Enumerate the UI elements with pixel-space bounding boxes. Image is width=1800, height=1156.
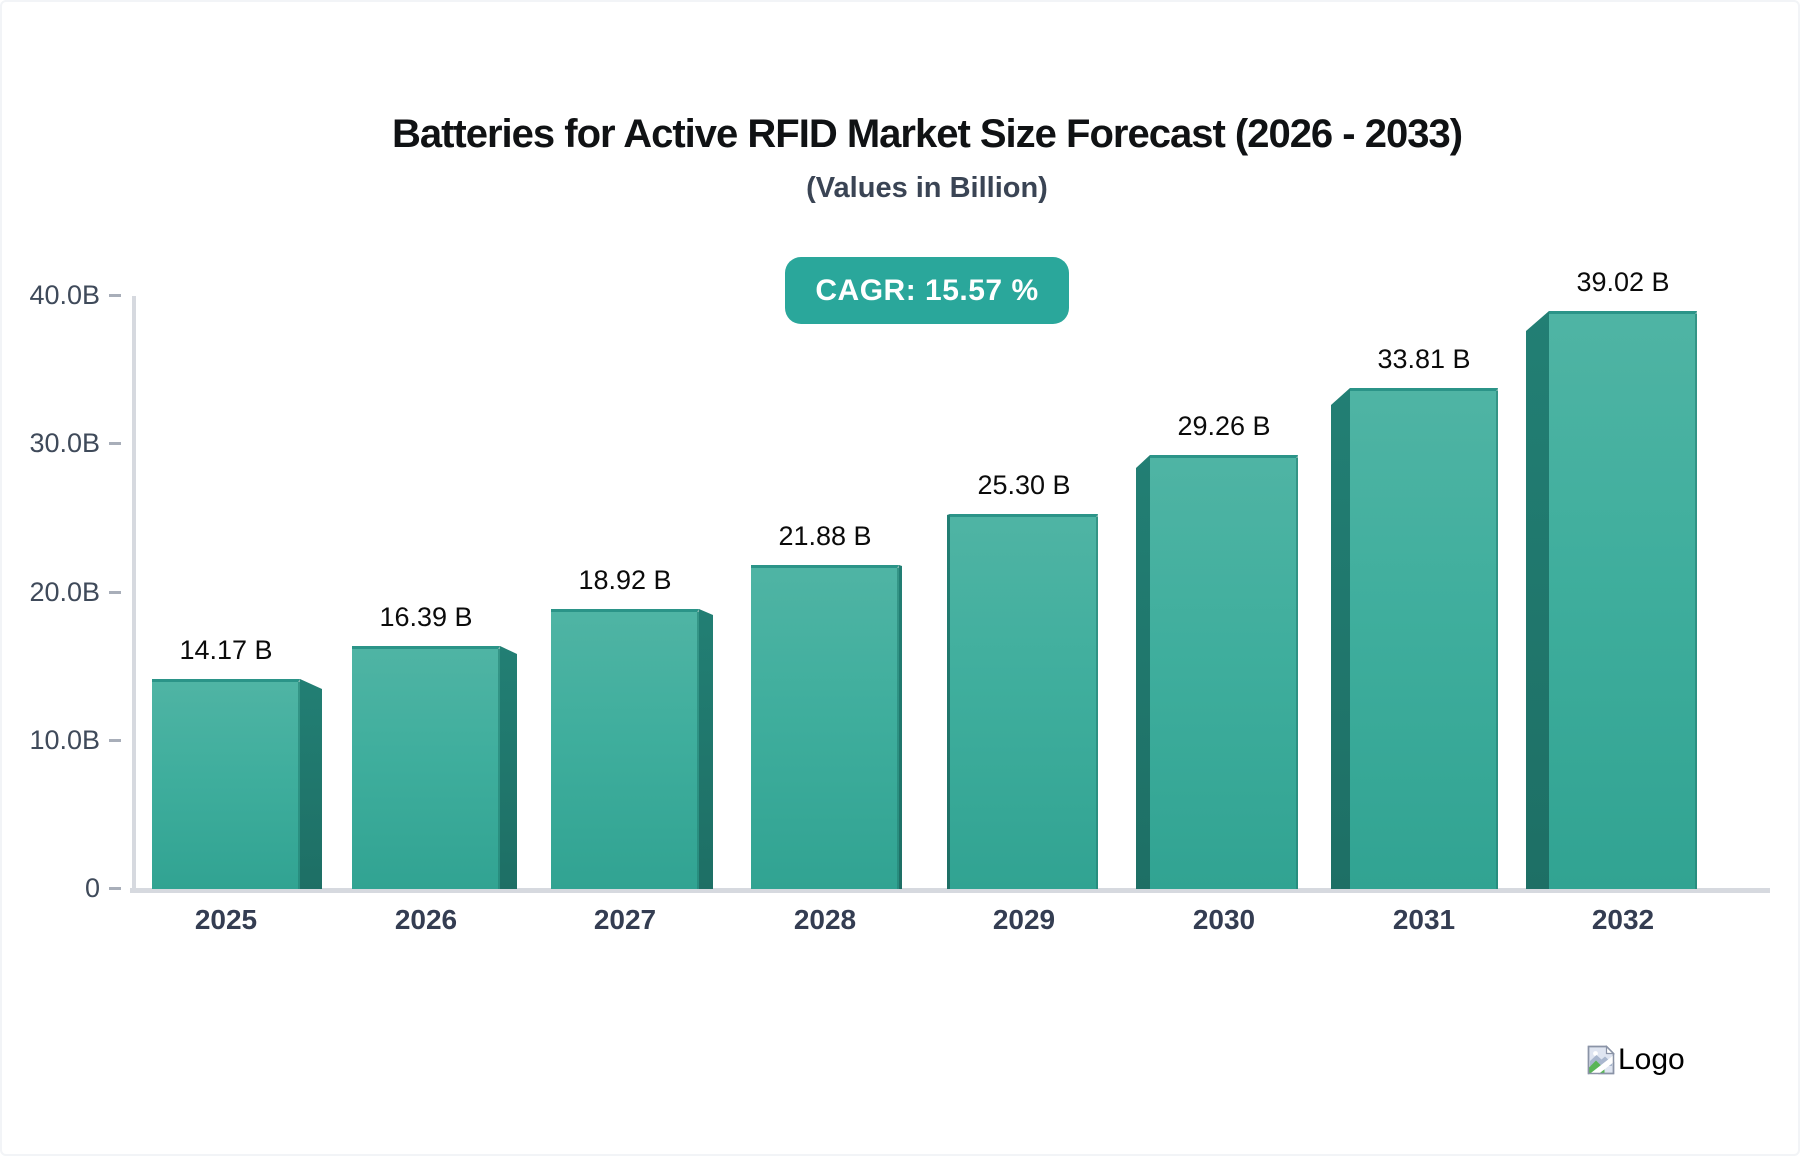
x-axis-line	[130, 888, 1770, 893]
bar-side-face	[1526, 311, 1549, 889]
y-axis-tick-label: 30.0B	[29, 428, 100, 458]
logo-text: Logo	[1618, 1043, 1685, 1076]
bar	[950, 514, 1098, 889]
logo: Logo	[1586, 1042, 1685, 1078]
bar-side-face	[699, 609, 713, 889]
cagr-badge: CAGR: 15.57 %	[785, 257, 1069, 324]
bar	[551, 609, 699, 889]
y-axis-tick-mark	[109, 591, 121, 594]
bar-value-label: 39.02 B	[1576, 267, 1670, 297]
y-axis-tick-label: 0	[84, 873, 100, 903]
x-axis-label: 2027	[593, 904, 657, 935]
y-axis-line	[132, 296, 136, 893]
x-axis-label: 2029	[992, 904, 1056, 935]
bar-value-label: 18.92 B	[578, 565, 672, 595]
bar-side-face	[300, 679, 322, 889]
broken-image-icon	[1586, 1045, 1616, 1075]
page-subtitle: (Values in Billion)	[806, 172, 1048, 204]
bar	[1150, 455, 1298, 889]
y-axis-tick-mark	[109, 294, 121, 297]
bar-side-face	[1331, 388, 1350, 889]
bar-side-face	[947, 514, 950, 889]
bar-side-face	[500, 646, 517, 889]
x-axis-label: 2031	[1392, 904, 1456, 935]
bar-side-face	[899, 565, 902, 889]
y-axis-tick-label: 20.0B	[29, 577, 100, 607]
x-axis-label: 2028	[793, 904, 857, 935]
bar	[1549, 311, 1697, 889]
x-axis-label: 2032	[1591, 904, 1655, 935]
x-axis-label: 2030	[1192, 904, 1256, 935]
x-axis-label: 2025	[194, 904, 258, 935]
page-title: Batteries for Active RFID Market Size Fo…	[391, 112, 1463, 156]
y-axis-tick-label: 40.0B	[29, 280, 100, 310]
y-axis-tick-mark	[109, 442, 121, 445]
bar-value-label: 14.17 B	[179, 635, 273, 665]
bar	[152, 679, 300, 889]
y-axis-tick-mark	[109, 739, 121, 742]
bar-value-label: 29.26 B	[1177, 411, 1271, 441]
bar-value-label: 25.30 B	[977, 470, 1071, 500]
y-axis-tick-mark	[109, 887, 121, 890]
bar-value-label: 16.39 B	[379, 602, 473, 632]
y-axis-tick-label: 10.0B	[29, 725, 100, 755]
x-axis-label: 2026	[394, 904, 458, 935]
bar	[1350, 388, 1498, 889]
bar	[352, 646, 500, 889]
bar-side-face	[1136, 455, 1150, 889]
bar	[751, 565, 899, 889]
bar-value-label: 21.88 B	[778, 521, 872, 551]
bar-value-label: 33.81 B	[1377, 344, 1471, 374]
